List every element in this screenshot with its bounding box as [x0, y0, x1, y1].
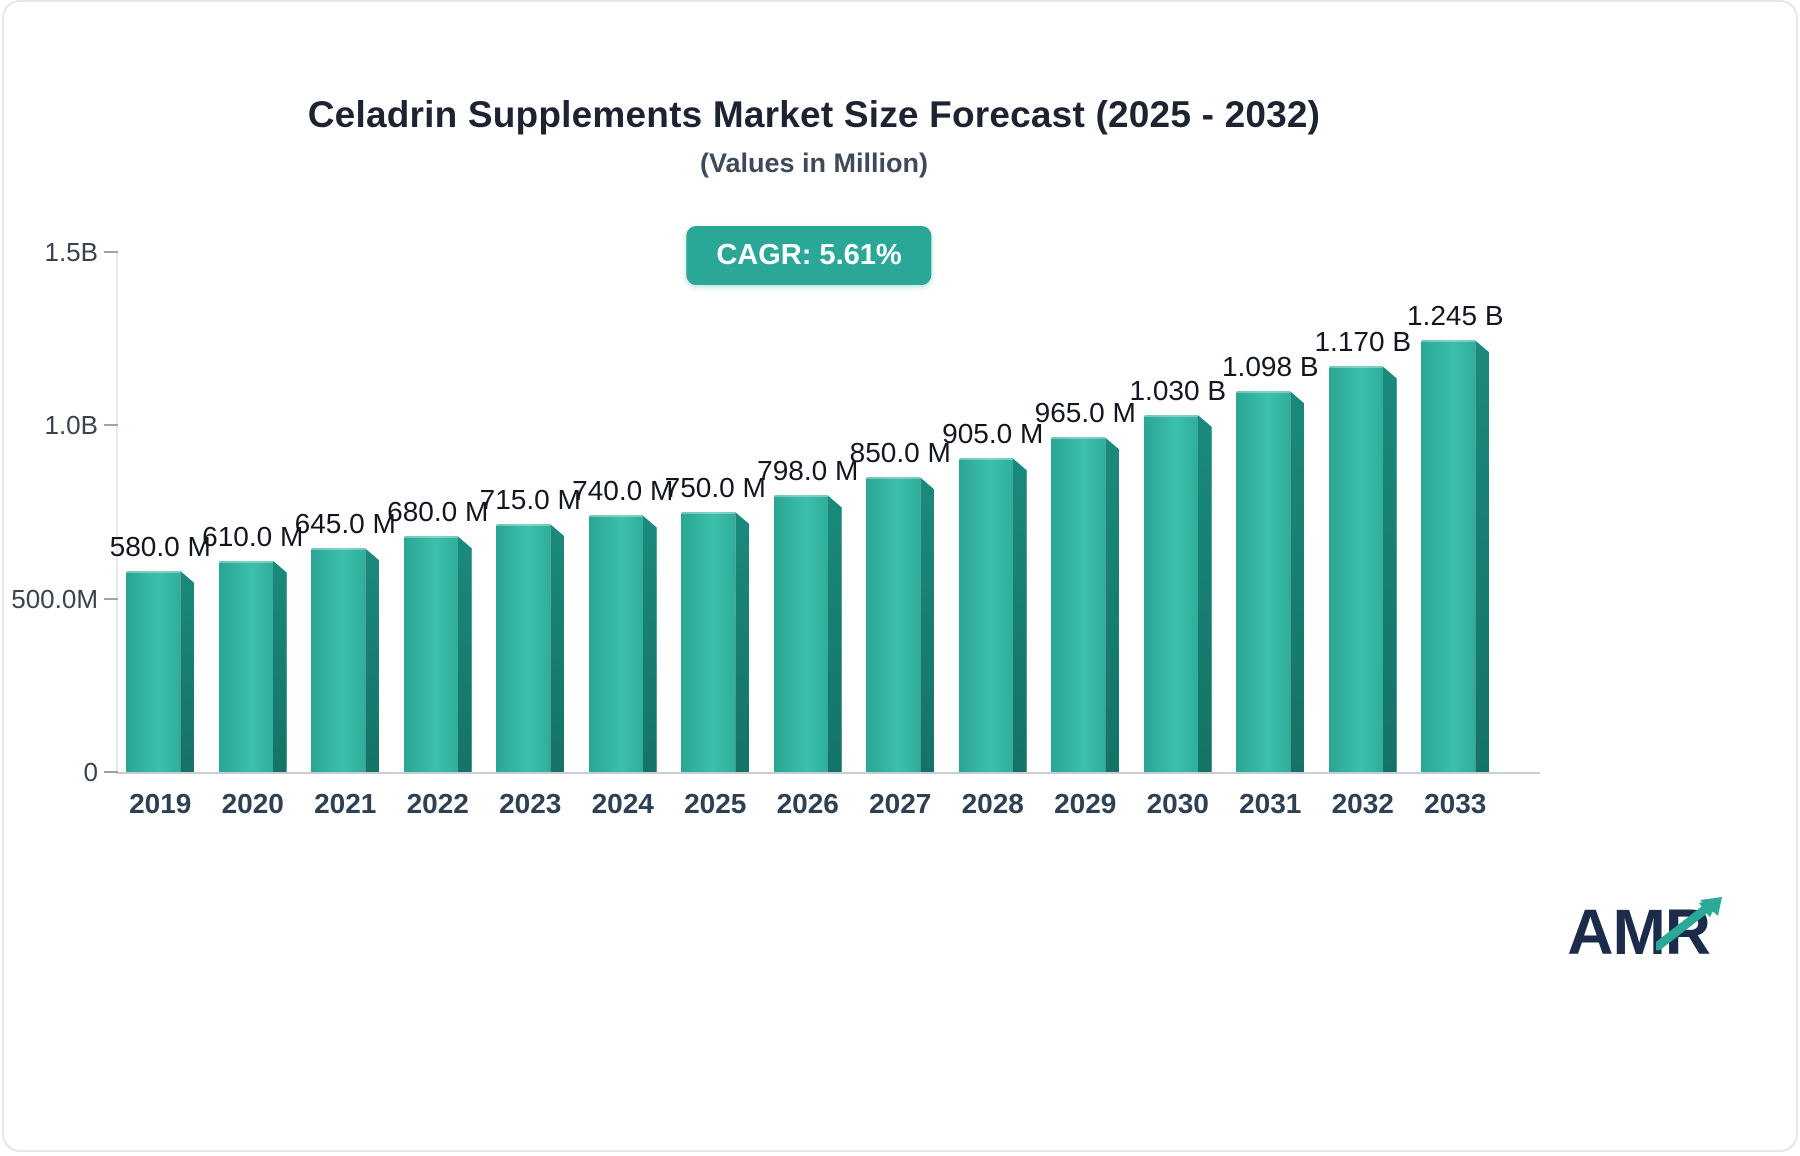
x-axis-label-2021: 2021 — [314, 788, 377, 819]
bar-value-label: 1.030 B — [1129, 374, 1227, 406]
chart-title: Celadrin Supplements Market Size Forecas… — [307, 94, 1321, 135]
x-axis-label-2019: 2019 — [129, 788, 192, 819]
bar-value-label: 750.0 M — [664, 472, 766, 503]
growth-arrow-icon — [1656, 897, 1722, 951]
bar-side-face — [642, 515, 657, 772]
x-axis-label-2028: 2028 — [961, 788, 1024, 819]
amr-logo: AMR — [1567, 897, 1722, 964]
y-axis-tick-mark — [104, 424, 118, 427]
bar-side-face — [457, 536, 472, 772]
x-axis-label-2025: 2025 — [684, 788, 747, 819]
bar-side-face — [180, 570, 195, 772]
bar-side-face — [1475, 340, 1490, 772]
bar-front-face — [311, 548, 366, 772]
x-axis-label-2030: 2030 — [1146, 788, 1209, 819]
bar-side-face — [1382, 366, 1397, 772]
bar-front-face — [958, 458, 1013, 772]
bar-value-label: 645.0 M — [294, 508, 396, 540]
amr-logo-text: AMR — [1567, 896, 1711, 968]
bar-side-face — [1290, 391, 1305, 772]
bar-front-face — [126, 570, 181, 772]
bar-side-face — [365, 548, 380, 772]
bar-side-face — [827, 495, 842, 772]
bar-front-face — [866, 477, 921, 772]
bar-side-face — [550, 524, 565, 772]
x-axis-label-2023: 2023 — [499, 788, 562, 819]
bar-value-label: 798.0 M — [757, 455, 859, 487]
bar-front-face — [496, 524, 551, 772]
bar-value-label: 610.0 M — [202, 520, 304, 552]
bar-value-label: 1.170 B — [1314, 326, 1412, 358]
bar-chart-plot-area: 0 500.0M 1.0B 1.5B 580.0 M 2019 610.0 M 2020 645… — [4, 2, 1796, 1150]
y-axis-tick-mark — [104, 251, 118, 253]
bar-2023 — [496, 524, 565, 772]
x-axis-label-2022: 2022 — [406, 788, 469, 819]
chart-subtitle: (Values in Million) — [699, 148, 929, 178]
bar-2021 — [311, 548, 380, 772]
y-axis-tick-mark — [104, 771, 118, 773]
x-axis-label-2031: 2031 — [1239, 788, 1302, 819]
bar-2027 — [866, 477, 935, 772]
bar-front-face — [681, 512, 736, 772]
bar-value-label: 905.0 M — [942, 418, 1044, 450]
bar-value-label: 850.0 M — [849, 437, 951, 469]
bar-front-face — [403, 536, 458, 772]
bar-front-face — [1143, 414, 1198, 772]
bar-side-face — [920, 477, 935, 772]
bar-side-face — [272, 560, 287, 772]
bar-value-label: 740.0 M — [572, 475, 674, 507]
bar-2031 — [1236, 391, 1305, 772]
y-axis-tick-label: 500.0M — [11, 583, 98, 614]
bar-2029 — [1051, 437, 1120, 772]
x-axis-label-2020: 2020 — [221, 788, 284, 819]
bar-value-label: 1.245 B — [1406, 300, 1504, 332]
bar-value-label: 580.0 M — [109, 530, 211, 562]
y-axis-tick-label: 1.0B — [44, 410, 99, 441]
bar-side-face — [1197, 414, 1212, 772]
bar-side-face — [735, 512, 750, 772]
bar-2020 — [218, 560, 287, 772]
bar-2022 — [403, 536, 472, 772]
x-axis-label-2032: 2032 — [1331, 788, 1394, 819]
bar-side-face — [1012, 458, 1027, 772]
bar-front-face — [218, 560, 273, 772]
bar-2025 — [681, 512, 750, 772]
bar-value-label: 965.0 M — [1034, 397, 1136, 429]
x-axis-label-2026: 2026 — [776, 788, 839, 819]
x-axis-label-2029: 2029 — [1054, 788, 1117, 819]
y-axis-line — [116, 252, 118, 772]
bar-value-label: 1.098 B — [1221, 351, 1319, 383]
x-axis-line — [116, 772, 1540, 774]
bar-front-face — [1421, 340, 1476, 772]
bar-2030 — [1143, 414, 1212, 772]
bar-front-face — [1051, 437, 1106, 772]
bar-2033 — [1421, 340, 1490, 772]
bar-2026 — [773, 495, 842, 772]
bar-2028 — [958, 458, 1027, 772]
bar-front-face — [588, 515, 643, 772]
y-axis-tick-label: 0 — [83, 757, 98, 787]
y-axis-tick-label: 1.5B — [44, 237, 99, 267]
x-axis-label-2027: 2027 — [869, 788, 932, 819]
bar-front-face — [773, 495, 828, 772]
cagr-badge: CAGR: 5.61% — [686, 226, 932, 285]
bar-2024 — [588, 515, 657, 772]
x-axis-label-2024: 2024 — [591, 788, 654, 819]
bar-value-label: 680.0 M — [387, 496, 489, 528]
bar-side-face — [1105, 437, 1120, 772]
x-axis-label-2033: 2033 — [1424, 788, 1487, 819]
y-axis-tick-mark — [104, 597, 118, 600]
bar-front-face — [1328, 366, 1383, 772]
bar-2019 — [126, 570, 195, 772]
bar-front-face — [1236, 391, 1291, 772]
bar-2032 — [1328, 366, 1397, 772]
bar-value-label: 715.0 M — [479, 484, 581, 516]
